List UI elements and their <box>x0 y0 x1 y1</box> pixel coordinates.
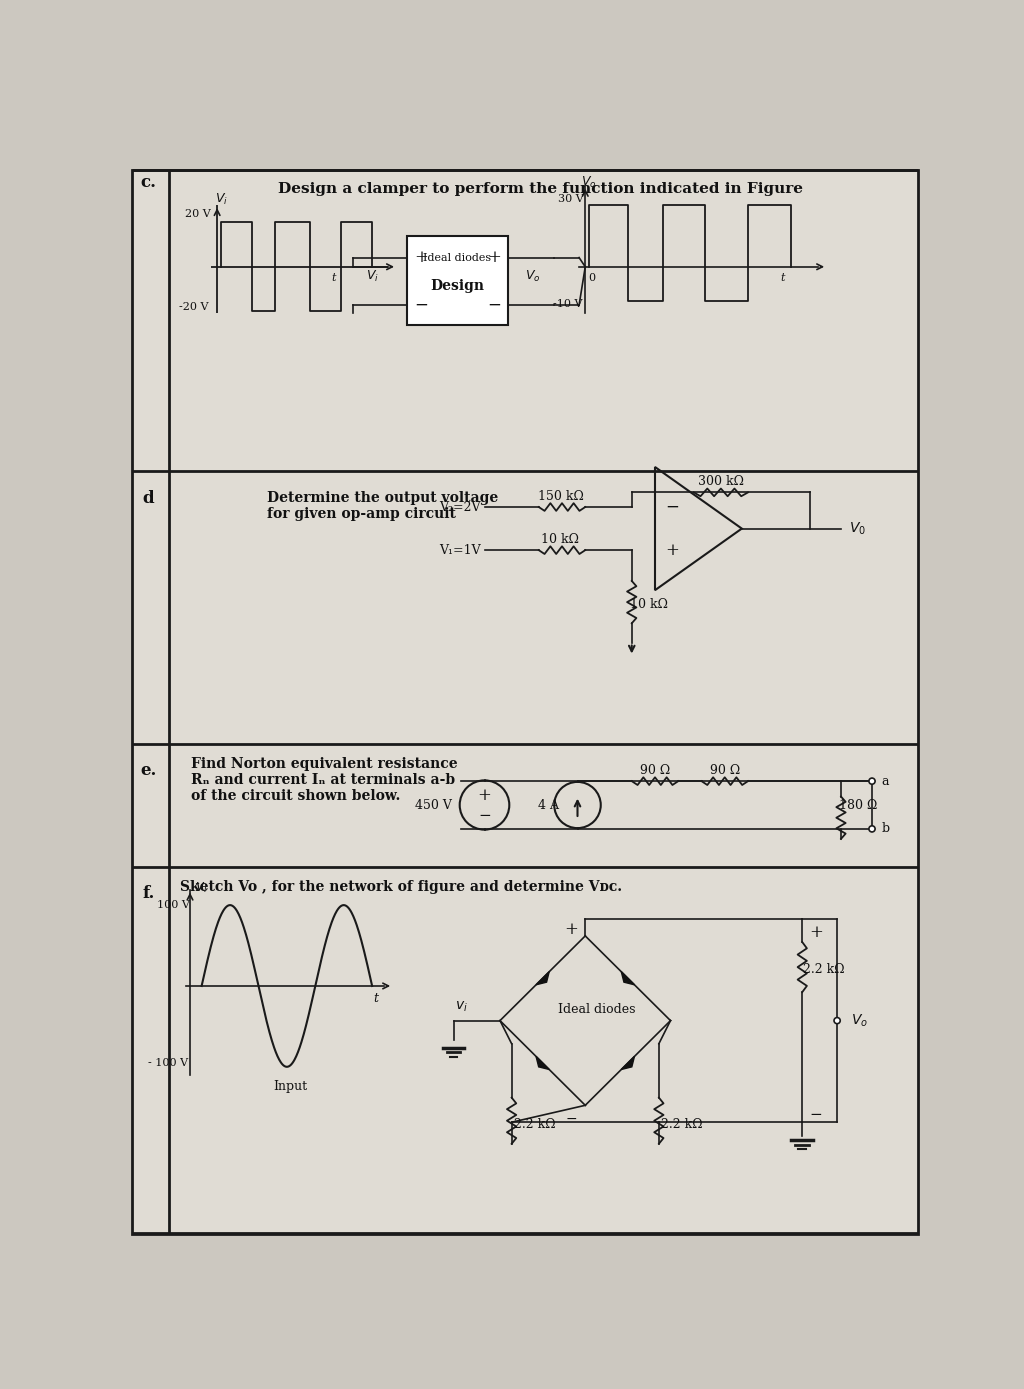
Text: t: t <box>374 992 379 1004</box>
Text: $V_o$: $V_o$ <box>851 1013 868 1029</box>
Text: $V_i$: $V_i$ <box>215 192 227 207</box>
Text: 2.2 kΩ: 2.2 kΩ <box>803 963 845 975</box>
Text: 4 A: 4 A <box>538 799 559 811</box>
Text: 10 kΩ: 10 kΩ <box>542 533 580 546</box>
Text: −: − <box>666 499 679 515</box>
Text: $V_i$: $V_i$ <box>366 268 379 283</box>
Polygon shape <box>622 1057 635 1070</box>
Text: +: + <box>564 921 579 938</box>
Text: $V_0$: $V_0$ <box>849 521 865 536</box>
Text: −: − <box>478 808 490 822</box>
Text: $V_o$: $V_o$ <box>524 268 541 283</box>
Text: Ideal diodes: Ideal diodes <box>423 253 492 263</box>
Text: c.: c. <box>140 174 157 192</box>
Text: 2.2 kΩ: 2.2 kΩ <box>514 1118 556 1131</box>
Text: Design: Design <box>430 279 484 293</box>
Bar <box>407 236 508 325</box>
Text: −: − <box>810 1107 822 1121</box>
Text: 450 V: 450 V <box>415 799 452 811</box>
Text: d: d <box>142 490 155 507</box>
Text: 300 kΩ: 300 kΩ <box>698 475 743 488</box>
Text: V₁=1V: V₁=1V <box>439 543 480 557</box>
Text: Sketch Vo , for the network of figure and determine Vᴅᴄ.: Sketch Vo , for the network of figure an… <box>179 881 622 895</box>
Text: V₂=2V: V₂=2V <box>439 500 480 514</box>
Text: +: + <box>666 542 679 558</box>
Text: +: + <box>809 924 823 942</box>
Text: 0: 0 <box>588 272 595 282</box>
Text: -20 V: -20 V <box>179 301 209 311</box>
Text: +: + <box>477 788 492 804</box>
Text: -10 V: -10 V <box>553 299 583 308</box>
Text: 20 V: 20 V <box>185 210 211 219</box>
Text: f.: f. <box>142 885 155 903</box>
Circle shape <box>834 1018 841 1024</box>
Text: −: − <box>565 1113 578 1126</box>
Text: Design a clamper to perform the function indicated in Figure: Design a clamper to perform the function… <box>279 182 803 196</box>
Text: Input: Input <box>273 1079 308 1093</box>
Circle shape <box>869 778 876 785</box>
Text: 90 Ω: 90 Ω <box>640 764 670 776</box>
Text: −: − <box>486 297 501 314</box>
Text: Ideal diodes: Ideal diodes <box>558 1003 636 1015</box>
Circle shape <box>869 826 876 832</box>
Text: t: t <box>780 272 785 282</box>
Text: 10 kΩ: 10 kΩ <box>630 597 668 611</box>
Text: $v_i$: $v_i$ <box>195 881 208 895</box>
Polygon shape <box>536 1057 549 1070</box>
Polygon shape <box>622 972 635 985</box>
Text: $v_i$: $v_i$ <box>455 1000 468 1014</box>
Text: 90 Ω: 90 Ω <box>710 764 740 776</box>
Polygon shape <box>536 972 549 985</box>
Text: 150 kΩ: 150 kΩ <box>538 490 584 503</box>
Text: 2.2 kΩ: 2.2 kΩ <box>662 1118 702 1131</box>
Text: Find Norton equivalent resistance
Rₙ and current Iₙ at terminals a-b
of the circ: Find Norton equivalent resistance Rₙ and… <box>191 757 458 803</box>
Text: +: + <box>414 249 428 267</box>
Text: a: a <box>882 775 889 788</box>
Text: e.: e. <box>140 763 157 779</box>
Text: 30 V: 30 V <box>558 194 584 204</box>
Text: - 100 V: - 100 V <box>148 1058 188 1068</box>
Text: −: − <box>414 297 428 314</box>
Text: 100 V: 100 V <box>157 900 189 910</box>
Text: +: + <box>486 249 501 267</box>
Text: t: t <box>331 272 336 282</box>
Text: $V_o$: $V_o$ <box>582 175 597 190</box>
Text: b: b <box>882 822 890 835</box>
Text: 180 Ω: 180 Ω <box>839 799 878 811</box>
Text: Determine the output voltage
for given op-amp circuit: Determine the output voltage for given o… <box>267 490 498 521</box>
